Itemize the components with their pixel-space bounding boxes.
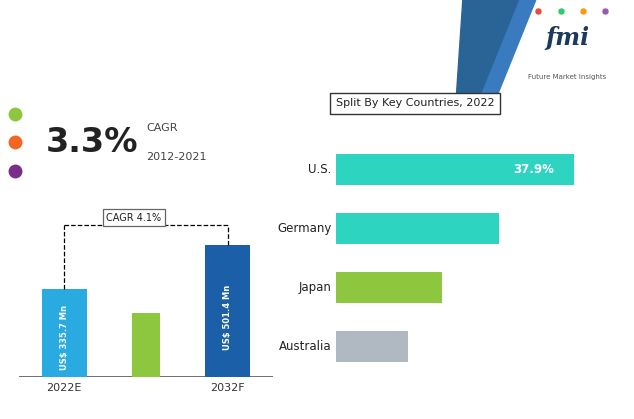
Text: U.S.: U.S. <box>308 163 332 176</box>
Text: 2022E: 2022E <box>46 383 82 393</box>
Text: CAGR 4.1%: CAGR 4.1% <box>106 213 161 222</box>
Polygon shape <box>456 0 520 94</box>
Bar <box>335 213 499 244</box>
Text: 37.9%: 37.9% <box>514 163 555 176</box>
Bar <box>335 331 408 362</box>
Text: fmi: fmi <box>545 26 590 50</box>
Text: 2022-2032: 2022-2032 <box>13 66 100 81</box>
Text: Source: Future Market Insights: Source: Future Market Insights <box>6 395 135 403</box>
Text: 3.3%: 3.3% <box>45 126 138 159</box>
Text: Germany: Germany <box>277 222 332 235</box>
Text: 2032F: 2032F <box>210 383 245 393</box>
Bar <box>205 245 250 377</box>
Bar <box>131 313 160 377</box>
Text: Global Bone Densitometer Devices Market Analysis: Global Bone Densitometer Devices Market … <box>13 26 437 41</box>
Text: Japan: Japan <box>299 281 332 294</box>
Text: 2012-2021: 2012-2021 <box>146 152 207 162</box>
Polygon shape <box>482 0 536 94</box>
Bar <box>41 289 86 377</box>
Text: Note: Market shares not depicted as per actual scale - only for illustration pur: Note: Market shares not depicted as per … <box>216 395 536 403</box>
Bar <box>335 272 443 303</box>
Text: Split By Key Countries, 2022: Split By Key Countries, 2022 <box>336 98 495 108</box>
Text: US$ 501.4 Mn: US$ 501.4 Mn <box>223 285 232 350</box>
Text: Future Market Insights: Future Market Insights <box>528 74 607 80</box>
Text: Australia: Australia <box>279 340 332 353</box>
Text: US$ 335.7 Mn: US$ 335.7 Mn <box>60 305 68 370</box>
Bar <box>335 154 574 185</box>
Text: CAGR: CAGR <box>146 123 178 133</box>
